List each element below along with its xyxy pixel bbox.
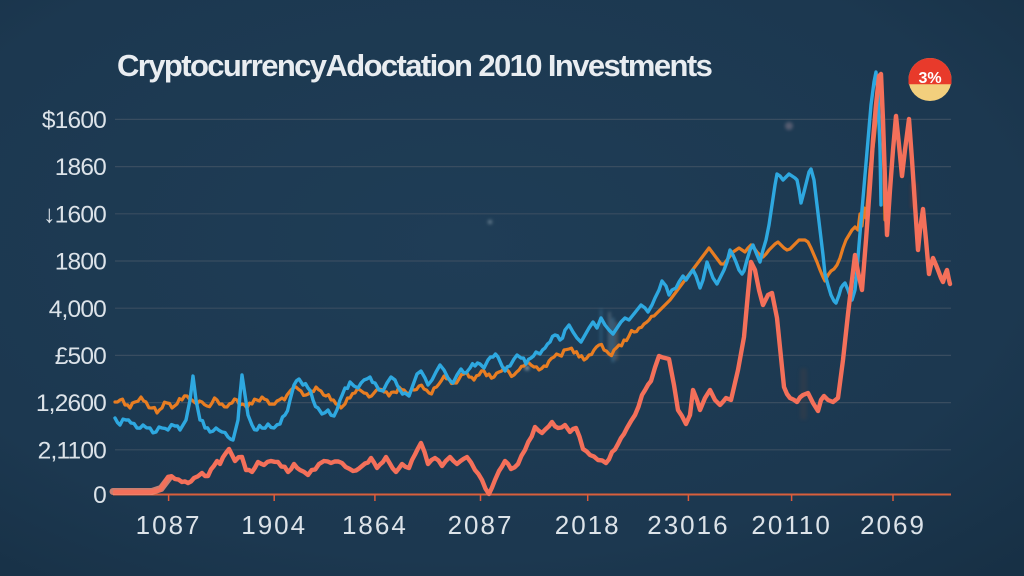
svg-text:£500: £500 [55,343,106,370]
svg-text:4,000: 4,000 [49,296,106,323]
svg-text:2018: 2018 [555,510,621,540]
svg-text:1864: 1864 [342,510,408,540]
svg-text:2,1100: 2,1100 [38,437,106,464]
svg-text:2069: 2069 [860,510,926,540]
svg-text:2087: 2087 [448,510,514,540]
svg-text:3%: 3% [918,70,941,87]
svg-text:CryptocurrencyAdoctation 2010: CryptocurrencyAdoctation 2010 Investment… [117,48,712,83]
svg-text:1800: 1800 [55,249,106,276]
svg-text:23016: 23016 [647,510,729,540]
svg-text:1860: 1860 [55,154,106,181]
svg-text:↓1600: ↓1600 [43,201,106,228]
svg-text:1904: 1904 [241,510,307,540]
svg-text:0: 0 [93,482,106,509]
svg-text:1087: 1087 [136,510,202,540]
svg-text:$1600: $1600 [42,107,106,134]
svg-text:20110: 20110 [751,510,831,540]
svg-text:1,2600: 1,2600 [36,390,106,417]
